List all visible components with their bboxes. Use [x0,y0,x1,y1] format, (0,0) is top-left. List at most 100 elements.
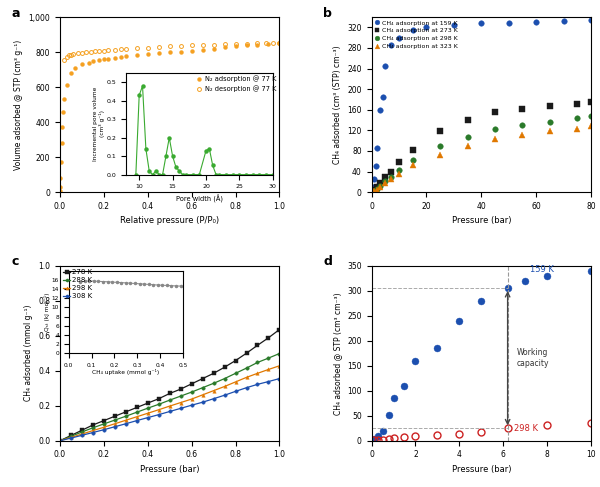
N₂ adsorption @ 77 K [58,140,65,146]
278 K [210,371,217,376]
N₂ adsorption @ 77 K [243,42,250,48]
N₂ desorption @ 77 K [100,48,107,54]
298 K [276,363,283,369]
N₂ adsorption @ 77 K [59,124,66,130]
298 K [100,424,107,430]
308 K [265,378,272,384]
N₂ adsorption @ 77 K [254,41,261,47]
Line: N₂ desorption @ 77 K: N₂ desorption @ 77 K [62,41,281,62]
CH₄ adsorption at 273 K [382,174,389,180]
CH₄ adsorption at 298 K [587,113,595,119]
298 K [133,414,140,420]
308 K [232,389,239,394]
N₂ desorption @ 77 K [65,53,73,58]
N₂ desorption @ 77 K [155,44,163,50]
CH₄ adsorption at 159 K [478,20,485,26]
278 K [67,432,74,438]
CH₄ adsorption at 159 K [373,146,380,151]
N₂ desorption @ 77 K [232,41,239,47]
298 K [166,403,173,409]
288 K [133,409,140,415]
298 K [188,396,195,402]
288 K [232,371,239,376]
Y-axis label: CH₄ adsorbed (mmol g⁻¹): CH₄ adsorbed (mmol g⁻¹) [23,305,32,401]
N₂ desorption @ 77 K [67,52,74,57]
N₂ desorption @ 77 K [122,46,130,52]
N₂ desorption @ 77 K [221,41,228,47]
Line: CH₄ adsorption at 323 K: CH₄ adsorption at 323 K [370,123,594,194]
N₂ adsorption @ 77 K [265,41,272,47]
N₂ desorption @ 77 K [177,43,184,49]
N₂ desorption @ 77 K [254,40,261,46]
N₂ desorption @ 77 K [96,48,103,54]
308 K [254,381,261,387]
CH₄ adsorption at 273 K [376,180,383,186]
Legend: N₂ adsorption @ 77 K, N₂ desorption @ 77 K: N₂ adsorption @ 77 K, N₂ desorption @ 77… [196,75,276,93]
CH₄ adsorption at 159 K [372,164,379,169]
CH₄ adsorption at 323 K [382,181,389,187]
Line: CH₄ adsorption at 273 K: CH₄ adsorption at 273 K [370,99,594,194]
Line: 278 K: 278 K [58,328,281,443]
CH₄ adsorption at 159 K [395,35,403,40]
Line: 298 K: 298 K [58,364,281,443]
CH₄ adsorption at 273 K [546,103,553,109]
298 K [111,421,118,427]
CH₄ adsorption at 273 K [371,187,378,192]
278 K [155,396,163,402]
N₂ adsorption @ 77 K [177,49,184,55]
X-axis label: Pressure (bar): Pressure (bar) [140,465,199,474]
298 K [67,434,74,440]
CH₄ adsorption at 159 K [450,22,457,28]
308 K [166,409,173,414]
CH₄ adsorption at 323 K [376,185,383,190]
308 K [177,405,184,411]
CH₄ adsorption at 273 K [437,129,444,134]
288 K [67,433,74,439]
N₂ desorption @ 77 K [133,45,140,51]
CH₄ adsorption at 159 K [505,20,512,26]
Line: 308 K: 308 K [58,377,281,443]
CH₄ adsorption at 159 K [369,187,376,192]
N₂ desorption @ 77 K [276,40,283,46]
N₂ adsorption @ 77 K [72,65,79,71]
278 K [221,364,228,370]
CH₄ adsorption at 323 K [546,129,553,134]
CH₄ adsorption at 298 K [371,187,378,193]
CH₄ adsorption at 298 K [382,178,389,184]
CH₄ adsorption at 323 K [437,151,444,157]
308 K [276,375,283,381]
308 K [199,399,206,405]
298 K [155,407,163,412]
308 K [243,385,250,391]
288 K [100,421,107,427]
CH₄ adsorption at 323 K [371,188,378,194]
N₂ adsorption @ 77 K [96,57,103,63]
CH₄ adsorption at 159 K [370,184,377,190]
N₂ desorption @ 77 K [92,48,99,54]
CH₄ adsorption at 323 K [574,126,581,131]
CH₄ adsorption at 273 K [519,106,526,112]
N₂ adsorption @ 77 K [57,159,64,165]
288 K [122,413,130,419]
N₂ adsorption @ 77 K [188,48,195,54]
N₂ desorption @ 77 K [188,42,195,48]
N₂ desorption @ 77 K [210,41,217,47]
298 K [210,388,217,393]
CH₄ adsorption at 298 K [409,157,416,163]
CH₄ adsorption at 323 K [373,187,380,192]
298 K [221,384,228,390]
CH₄ adsorption at 298 K [387,174,394,180]
278 K [79,427,86,433]
Y-axis label: CH₄ adsorbed @ STP (cm³ cm⁻³): CH₄ adsorbed @ STP (cm³ cm⁻³) [332,292,341,414]
288 K [56,438,64,444]
278 K [166,391,173,396]
N₂ desorption @ 77 K [70,51,77,56]
308 K [188,402,195,408]
288 K [210,380,217,386]
N₂ adsorption @ 77 K [79,61,86,67]
278 K [144,400,151,406]
308 K [133,418,140,424]
298 K [144,411,151,416]
N₂ desorption @ 77 K [263,40,270,46]
N₂ desorption @ 77 K [199,42,206,48]
